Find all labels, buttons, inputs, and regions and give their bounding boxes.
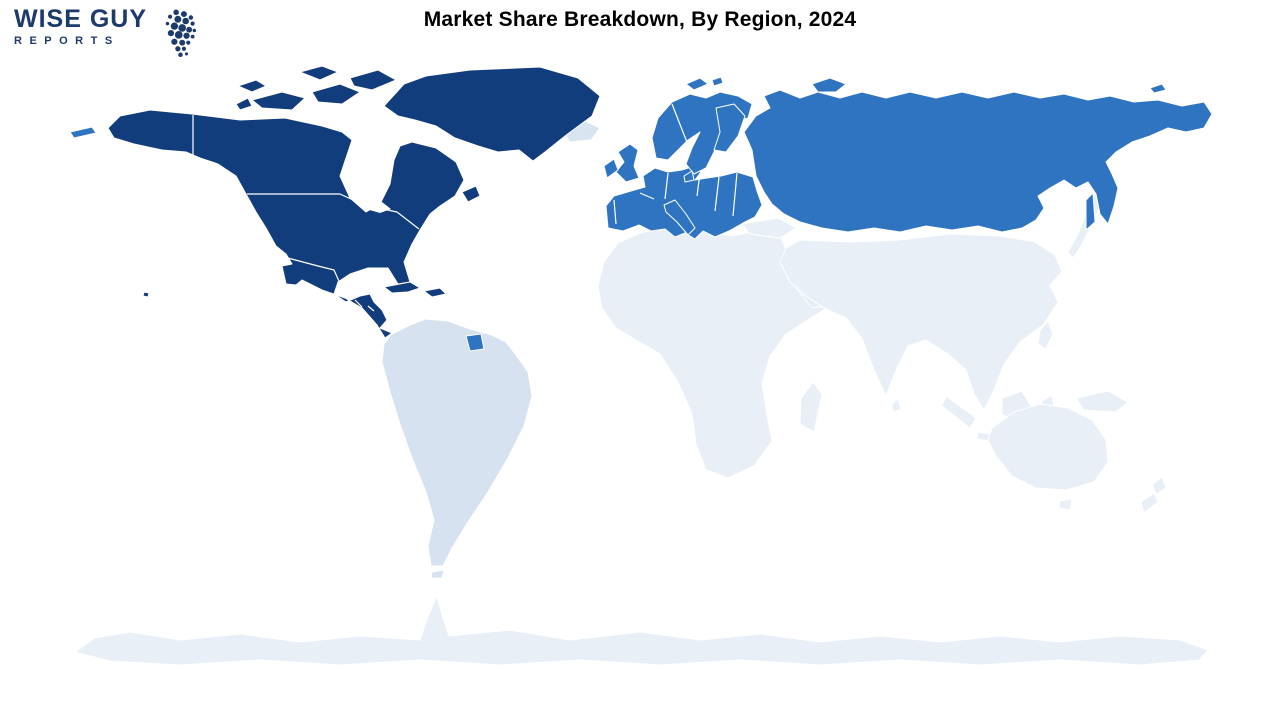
south-america-mainland <box>381 318 533 567</box>
great-britain <box>615 143 640 183</box>
border-spain-france <box>639 192 655 200</box>
region-south-america <box>381 318 533 579</box>
newfoundland <box>461 185 481 203</box>
arctic-island-a <box>299 65 339 81</box>
wrangel-island <box>1149 83 1167 94</box>
chart-title: Market Share Breakdown, By Region, 2024 <box>423 8 857 31</box>
banks-island <box>235 97 253 111</box>
border-poland-ukraine <box>714 176 720 212</box>
dotted-head-icon <box>165 9 197 58</box>
cuba <box>383 281 421 294</box>
new-zealand-north <box>1151 476 1167 495</box>
french-guiana <box>465 333 485 352</box>
sakhalin <box>1085 192 1096 231</box>
italy <box>663 199 696 236</box>
wiseguy-logo: WISE GUY REPORTS <box>14 6 203 64</box>
hawaii <box>142 291 150 298</box>
russia-mainland <box>743 89 1213 233</box>
philippines <box>1037 320 1054 350</box>
region-europe-russia <box>69 76 1213 352</box>
logo-line2: REPORTS <box>14 35 120 48</box>
sumatra <box>941 395 977 429</box>
region-north-america <box>107 65 601 339</box>
svalbard <box>685 77 709 91</box>
turkey <box>741 217 797 239</box>
novaya-zemlya <box>811 77 847 93</box>
arctic-island-b <box>237 79 267 93</box>
asia-mainland <box>779 233 1063 411</box>
bering-sliver <box>69 126 97 139</box>
tasmania <box>1058 498 1073 511</box>
logo-wordmark: WISE GUY REPORTS <box>14 5 148 48</box>
madagascar <box>799 381 823 433</box>
europe-mainland <box>605 165 763 240</box>
sri-lanka <box>891 398 902 413</box>
tierra-del-fuego <box>430 569 445 579</box>
victoria-island <box>251 91 306 111</box>
ellesmere-island <box>349 69 397 91</box>
border-ukraine-russia <box>732 172 738 217</box>
border-portugal-spain <box>613 199 617 225</box>
greenland <box>383 66 601 162</box>
border-germany-poland <box>696 172 701 197</box>
border-central-america <box>354 299 375 312</box>
denmark <box>683 170 695 183</box>
baffin-island <box>311 83 361 105</box>
border-usa-canada <box>247 193 420 230</box>
border-norway-sweden <box>671 103 691 151</box>
antarctica <box>74 595 1209 666</box>
new-guinea <box>1075 390 1129 413</box>
new-zealand-south <box>1140 492 1159 514</box>
north-america-mainland <box>107 109 465 339</box>
ireland <box>603 158 619 179</box>
border-usa-mexico <box>283 256 347 298</box>
australia <box>987 403 1109 491</box>
hispaniola <box>423 287 447 298</box>
logo-line1: WISE GUY <box>14 5 148 33</box>
svalbard-east <box>711 76 724 87</box>
finland <box>713 103 746 153</box>
region-rest-of-world <box>74 189 1209 666</box>
map-borders <box>192 103 738 312</box>
border-france-germany <box>664 172 669 200</box>
